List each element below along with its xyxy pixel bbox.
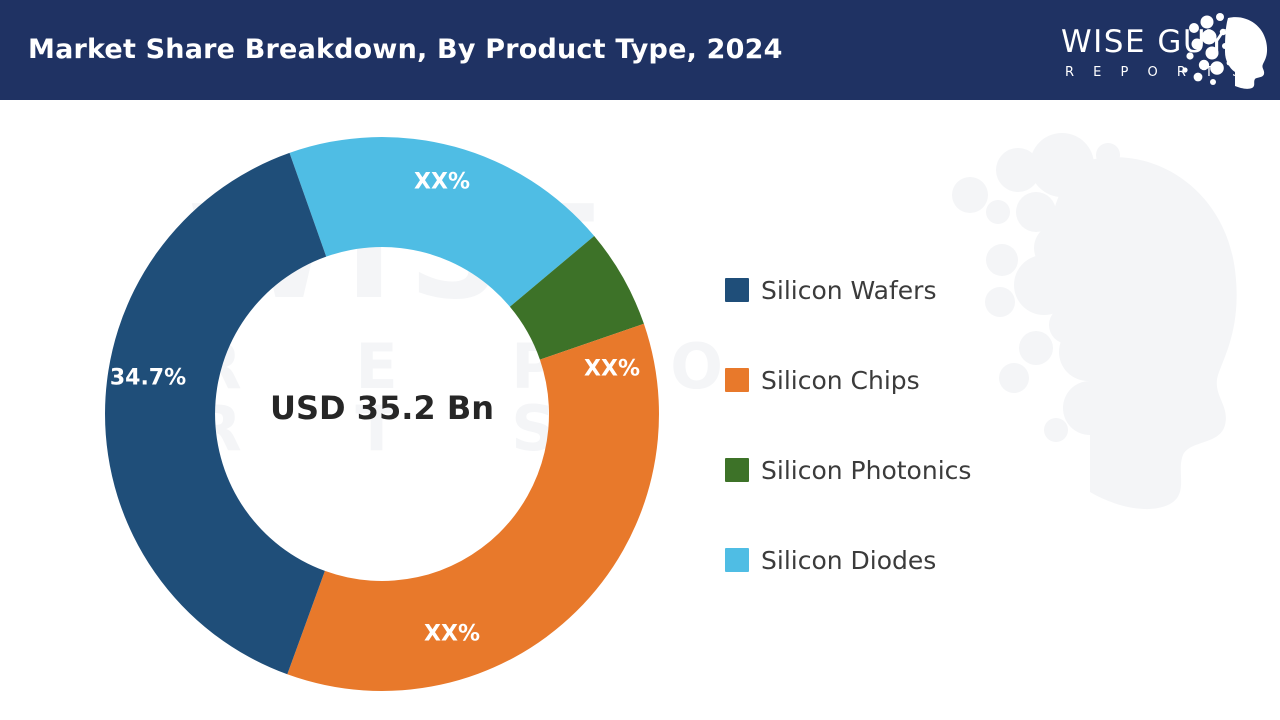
legend-swatch-icon (725, 368, 749, 392)
legend-item-silicon-photonics[interactable]: Silicon Photonics (725, 425, 1145, 515)
legend-label: Silicon Diodes (761, 545, 937, 575)
legend-item-silicon-wafers[interactable]: Silicon Wafers (725, 245, 1145, 335)
slice-silicon-chips[interactable] (287, 323, 659, 691)
legend-label: Silicon Wafers (761, 275, 937, 305)
slice-silicon-photonics[interactable] (509, 236, 644, 360)
donut-chart (0, 100, 760, 720)
svg-text:WISE GUY: WISE GUY (1061, 24, 1228, 60)
slice-silicon-diodes[interactable] (289, 137, 595, 307)
header-bar: Market Share Breakdown, By Product Type,… (0, 0, 1280, 100)
legend-swatch-icon (725, 458, 749, 482)
legend-item-silicon-chips[interactable]: Silicon Chips (725, 335, 1145, 425)
legend-swatch-icon (725, 548, 749, 572)
donut-center-value: USD 35.2 Bn (270, 389, 494, 427)
legend-label: Silicon Photonics (761, 455, 972, 485)
legend-swatch-icon (725, 278, 749, 302)
chart-area: WISE R E P O R T S USD 35.2 Bn XX% (0, 100, 1280, 720)
page-title: Market Share Breakdown, By Product Type,… (28, 34, 783, 65)
legend: Silicon Wafers Silicon Chips Silicon Pho… (725, 245, 1145, 605)
legend-label: Silicon Chips (761, 365, 920, 395)
slice-silicon-wafers[interactable] (105, 152, 327, 675)
wise-guy-reports-logo: WISE GUY R E P O R T S (1057, 8, 1272, 92)
legend-item-silicon-diodes[interactable]: Silicon Diodes (725, 515, 1145, 605)
